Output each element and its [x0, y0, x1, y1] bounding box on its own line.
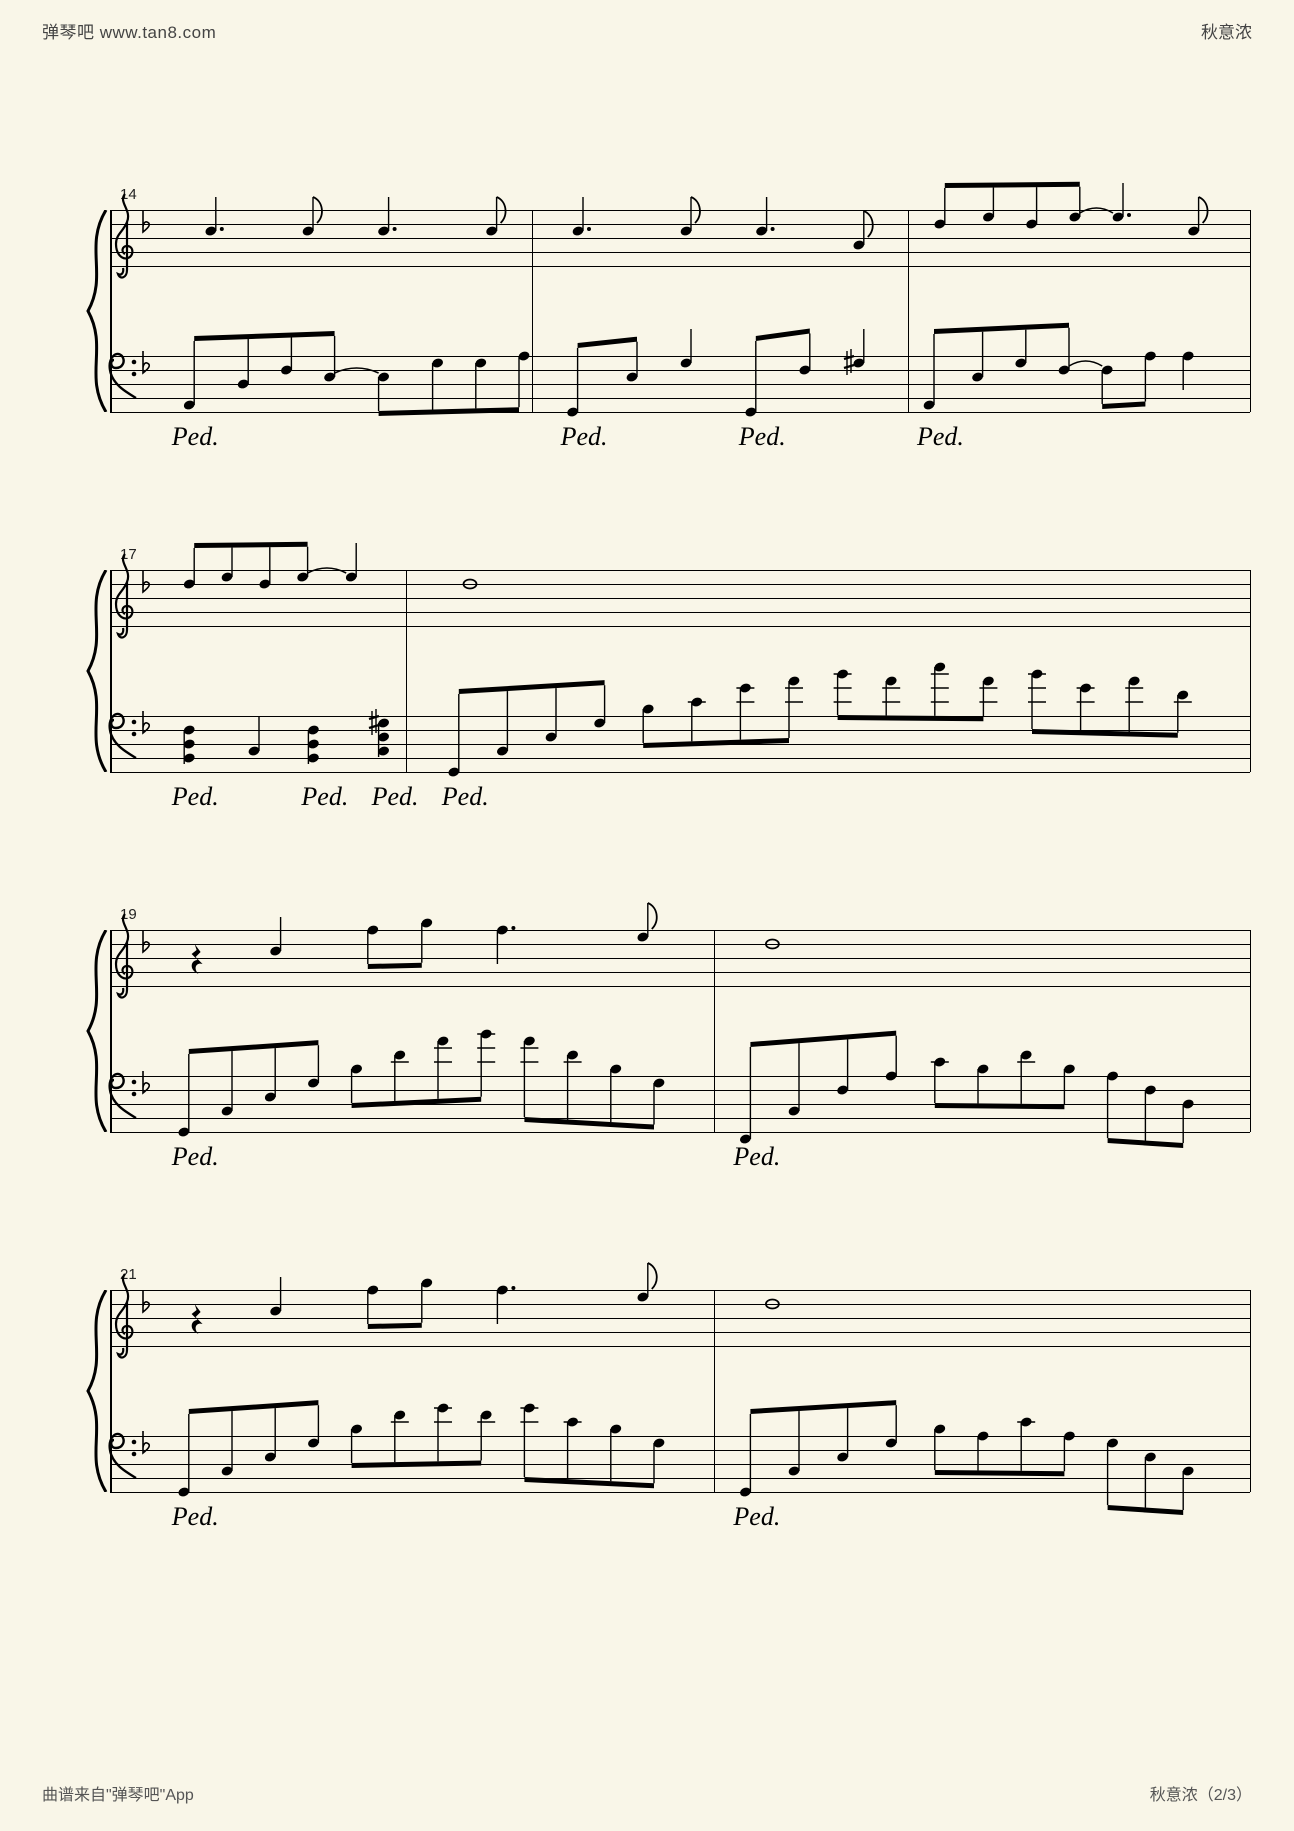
notes-layer: [70, 1270, 1250, 1572]
header-site-label: 弹琴吧 www.tan8.com: [42, 18, 216, 43]
barline: [1250, 570, 1251, 772]
notes-layer: [70, 190, 1250, 492]
staff-system: 17 Ped.Ped.Ped.Ped.: [70, 570, 1250, 852]
sharp-accidental-icon: [368, 709, 380, 737]
header-song-title: 秋意浓: [1201, 18, 1252, 43]
barline: [1250, 210, 1251, 412]
notes-layer: [70, 550, 1250, 852]
staff-system: 21 Ped.Ped.: [70, 1290, 1250, 1572]
barline: [1250, 930, 1251, 1132]
footer-page-label: 秋意浓（2/3）: [1150, 1781, 1252, 1805]
staff-system: 14 Ped.Ped.Ped.Ped.: [70, 210, 1250, 492]
barline: [1250, 1290, 1251, 1492]
sharp-accidental-icon: [843, 349, 855, 377]
notes-layer: [70, 910, 1250, 1212]
staff-system: 19 Ped.Ped.: [70, 930, 1250, 1212]
footer-source-label: 曲谱来自"弹琴吧"App: [42, 1781, 194, 1805]
